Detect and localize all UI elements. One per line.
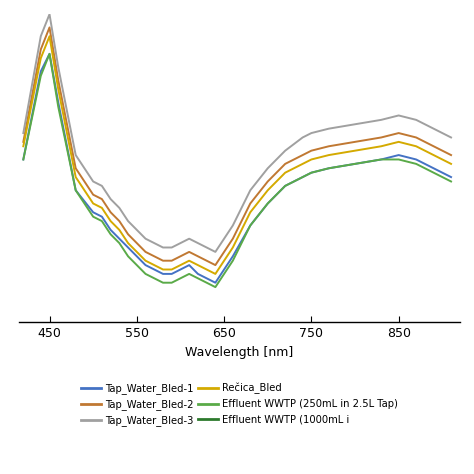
- Legend: Tap_Water_Bled-1, Tap_Water_Bled-2, Tap_Water_Bled-3, Rečica_Bled, Effluent WWTP: Tap_Water_Bled-1, Tap_Water_Bled-2, Tap_…: [81, 383, 398, 426]
- X-axis label: Wavelength [nm]: Wavelength [nm]: [185, 346, 293, 359]
